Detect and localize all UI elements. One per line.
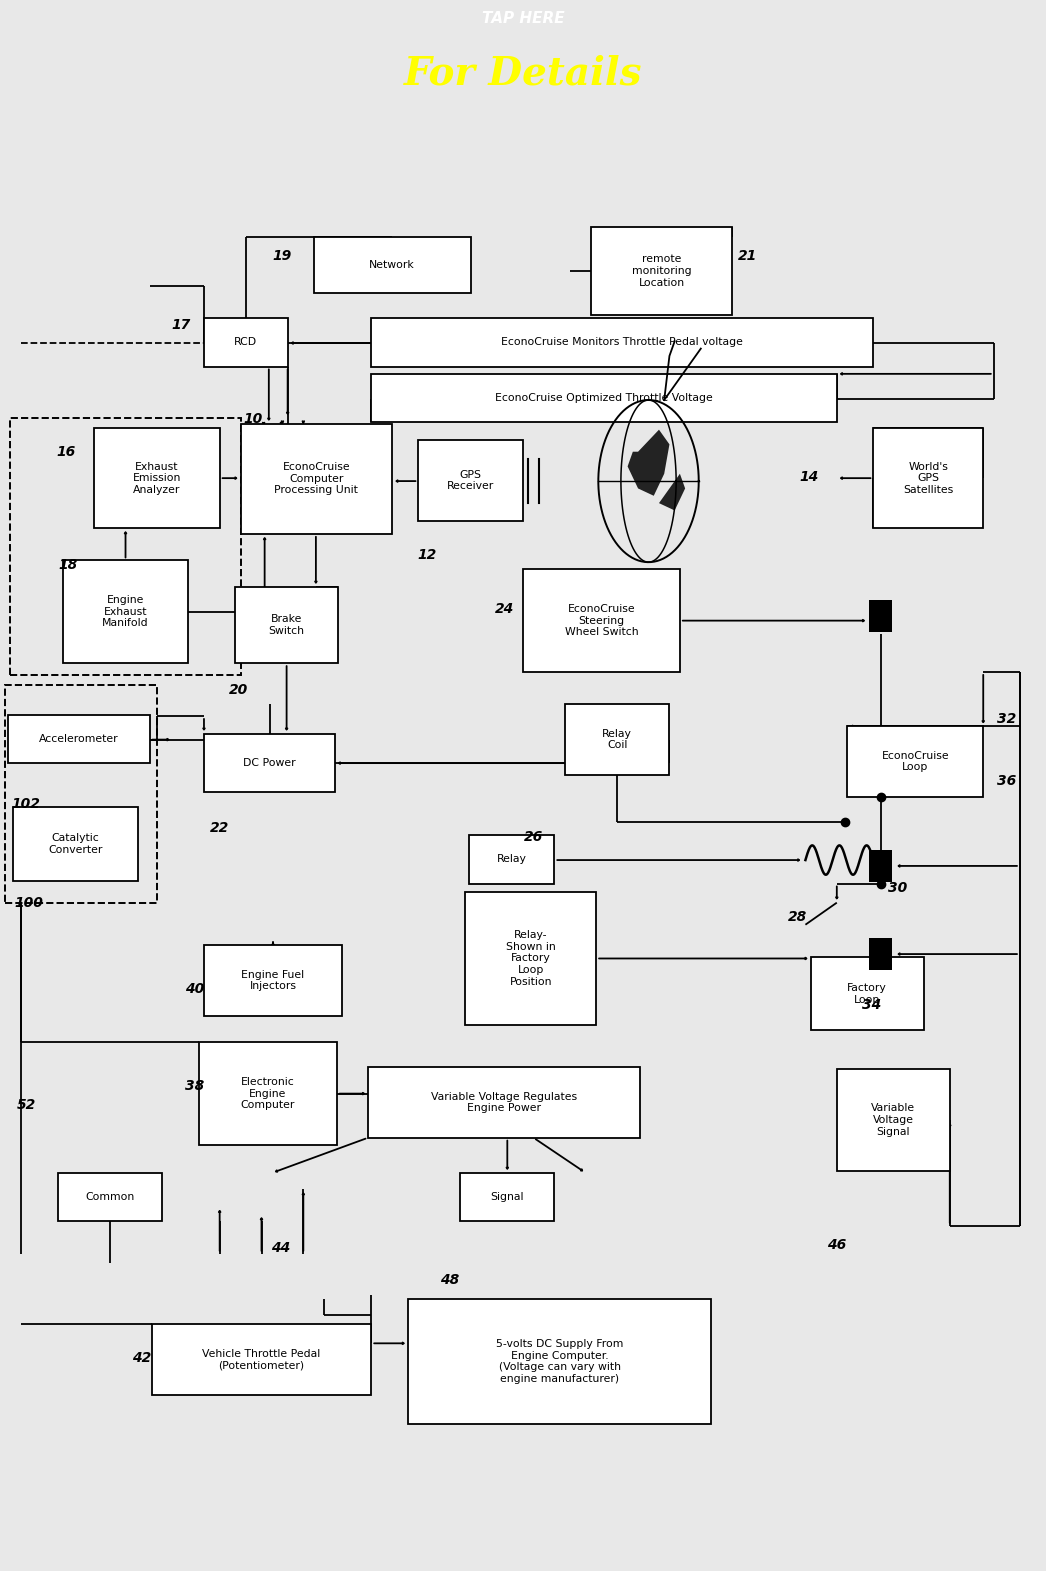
Text: Factory
Loop: Factory Loop: [847, 983, 887, 1004]
Text: Brake
Switch: Brake Switch: [269, 614, 304, 636]
FancyBboxPatch shape: [465, 892, 596, 1024]
FancyBboxPatch shape: [591, 226, 732, 316]
FancyBboxPatch shape: [8, 715, 150, 764]
Text: Network: Network: [369, 261, 415, 270]
Text: Catalytic
Converter: Catalytic Converter: [48, 833, 103, 855]
FancyBboxPatch shape: [837, 1068, 950, 1172]
FancyBboxPatch shape: [13, 807, 138, 881]
FancyBboxPatch shape: [371, 317, 873, 366]
Text: DC Power: DC Power: [243, 759, 296, 768]
Text: Relay: Relay: [497, 855, 526, 864]
FancyBboxPatch shape: [241, 424, 392, 534]
Text: 102: 102: [12, 796, 41, 811]
Text: 28: 28: [788, 910, 806, 924]
Text: 34: 34: [862, 999, 881, 1012]
FancyBboxPatch shape: [314, 237, 471, 294]
Text: 10: 10: [244, 413, 263, 426]
FancyBboxPatch shape: [408, 1299, 711, 1423]
FancyBboxPatch shape: [418, 440, 523, 520]
Bar: [869, 938, 892, 971]
FancyBboxPatch shape: [523, 569, 680, 672]
Text: 14: 14: [799, 470, 818, 484]
Text: Common: Common: [85, 1192, 135, 1202]
FancyBboxPatch shape: [811, 957, 924, 1031]
Text: Accelerometer: Accelerometer: [39, 734, 119, 745]
Text: EconoCruise Monitors Throttle Pedal voltage: EconoCruise Monitors Throttle Pedal volt…: [501, 338, 744, 347]
Text: 5-volts DC Supply From
Engine Computer.
(Voltage can vary with
engine manufactur: 5-volts DC Supply From Engine Computer. …: [496, 1340, 623, 1384]
Text: Engine Fuel
Injectors: Engine Fuel Injectors: [242, 969, 304, 991]
FancyBboxPatch shape: [460, 1174, 554, 1221]
FancyBboxPatch shape: [873, 429, 983, 528]
Text: 12: 12: [417, 548, 436, 561]
Text: remote
monitoring
Location: remote monitoring Location: [632, 255, 691, 287]
Text: Relay-
Shown in
Factory
Loop
Position: Relay- Shown in Factory Loop Position: [506, 930, 555, 987]
Text: 46: 46: [827, 1238, 846, 1252]
FancyBboxPatch shape: [204, 317, 288, 366]
FancyBboxPatch shape: [565, 704, 669, 775]
Text: 21: 21: [738, 250, 757, 264]
FancyBboxPatch shape: [63, 561, 188, 663]
Text: 38: 38: [185, 1079, 204, 1093]
Text: 48: 48: [440, 1273, 459, 1287]
Text: 40: 40: [185, 982, 204, 996]
Text: 17: 17: [172, 319, 190, 333]
FancyBboxPatch shape: [847, 726, 983, 796]
Polygon shape: [628, 430, 669, 496]
Text: For Details: For Details: [404, 55, 642, 93]
Text: 52: 52: [17, 1098, 36, 1112]
Bar: [869, 600, 892, 633]
Text: GPS
Receiver: GPS Receiver: [447, 470, 495, 492]
FancyBboxPatch shape: [94, 429, 220, 528]
Text: 42: 42: [132, 1351, 151, 1365]
FancyBboxPatch shape: [204, 946, 342, 1016]
Text: Vehicle Throttle Pedal
(Potentiometer): Vehicle Throttle Pedal (Potentiometer): [202, 1348, 321, 1370]
Text: 24: 24: [495, 602, 514, 616]
Text: EconoCruise
Steering
Wheel Switch: EconoCruise Steering Wheel Switch: [565, 603, 638, 638]
Text: EconoCruise
Computer
Processing Unit: EconoCruise Computer Processing Unit: [274, 462, 359, 495]
Text: 32: 32: [997, 712, 1016, 726]
FancyBboxPatch shape: [371, 374, 837, 423]
FancyBboxPatch shape: [152, 1324, 371, 1395]
Text: EconoCruise Optimized Throttle Voltage: EconoCruise Optimized Throttle Voltage: [495, 393, 713, 404]
Bar: [869, 850, 892, 881]
Text: Relay
Coil: Relay Coil: [602, 729, 632, 751]
Text: 30: 30: [888, 881, 907, 895]
Text: RCD: RCD: [234, 338, 257, 347]
Text: World's
GPS
Satellites: World's GPS Satellites: [903, 462, 954, 495]
Text: 22: 22: [210, 820, 229, 834]
Text: Electronic
Engine
Computer: Electronic Engine Computer: [241, 1078, 295, 1111]
Text: 100: 100: [15, 895, 44, 910]
Text: 36: 36: [997, 775, 1016, 787]
FancyBboxPatch shape: [199, 1042, 337, 1145]
Text: 19: 19: [273, 250, 292, 264]
Polygon shape: [659, 474, 685, 511]
FancyBboxPatch shape: [204, 734, 335, 792]
Text: TAP HERE: TAP HERE: [482, 11, 564, 25]
Text: EconoCruise
Loop: EconoCruise Loop: [882, 751, 949, 773]
Text: Variable
Voltage
Signal: Variable Voltage Signal: [871, 1103, 915, 1137]
FancyBboxPatch shape: [58, 1174, 162, 1221]
Text: 44: 44: [271, 1241, 290, 1255]
Text: 20: 20: [229, 683, 248, 696]
Text: Exhaust
Emission
Analyzer: Exhaust Emission Analyzer: [133, 462, 181, 495]
Text: Signal: Signal: [491, 1192, 524, 1202]
FancyBboxPatch shape: [368, 1067, 640, 1137]
Text: Variable Voltage Regulates
Engine Power: Variable Voltage Regulates Engine Power: [431, 1092, 577, 1114]
FancyBboxPatch shape: [235, 588, 338, 663]
Text: 18: 18: [59, 558, 77, 572]
Text: 16: 16: [56, 445, 75, 459]
FancyBboxPatch shape: [469, 836, 554, 883]
Text: Engine
Exhaust
Manifold: Engine Exhaust Manifold: [103, 595, 149, 628]
Text: 26: 26: [524, 829, 543, 844]
